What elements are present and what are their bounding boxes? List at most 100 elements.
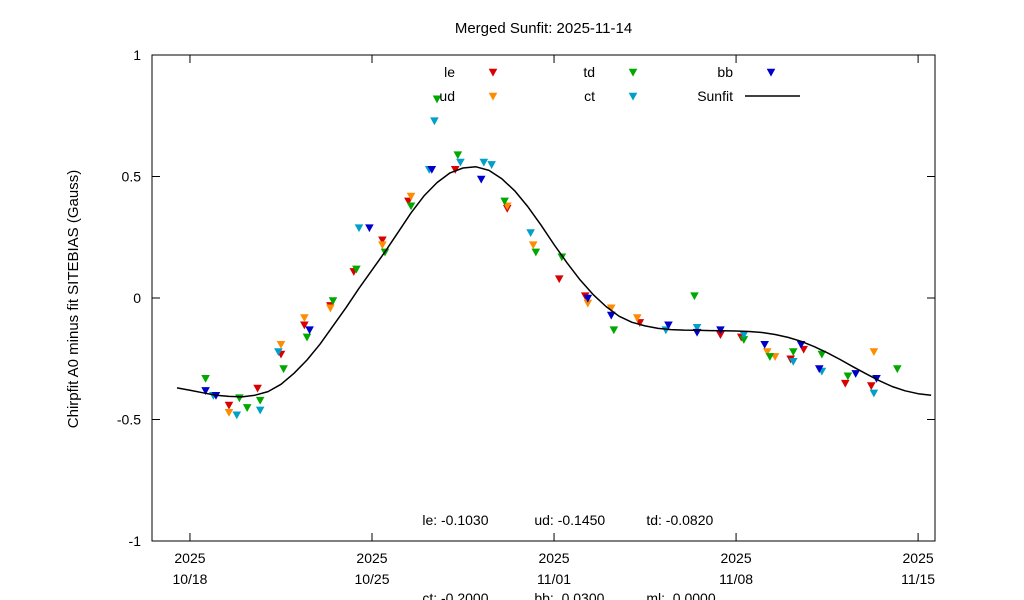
data-point-td <box>255 396 265 405</box>
data-point-ct <box>354 224 364 233</box>
data-point-ud <box>632 314 642 323</box>
data-point-ct <box>739 331 749 340</box>
legend-label-bb: bb <box>717 64 733 80</box>
data-point-ct <box>255 406 265 415</box>
x-tick-date: 11/15 <box>901 571 935 587</box>
x-tick-year: 2025 <box>903 550 934 566</box>
data-point-bb <box>201 387 210 395</box>
data-point-td <box>690 292 699 301</box>
data-point-le <box>866 382 876 391</box>
stat-td: td: -0.0820 <box>646 512 714 528</box>
x-tick-date: 10/25 <box>354 571 389 587</box>
data-point-td <box>843 372 853 381</box>
data-point-ud <box>378 241 387 250</box>
data-point-ud <box>762 348 772 357</box>
data-point-ct <box>692 323 702 332</box>
data-point-bb <box>476 175 486 184</box>
data-point-le <box>716 331 725 340</box>
x-tick-year: 2025 <box>356 550 387 566</box>
stat-le: le: -0.1030 <box>422 512 489 528</box>
data-point-le <box>253 384 262 393</box>
legend-marker-le <box>488 68 498 77</box>
data-point-bb <box>814 365 824 374</box>
data-point-bb <box>583 294 593 303</box>
data-point-td <box>242 404 252 412</box>
data-point-ud <box>406 192 416 201</box>
y-tick-label: -1 <box>129 533 142 549</box>
y-tick-label: 0 <box>133 290 141 306</box>
legend-marker-bb <box>766 68 776 77</box>
data-point-td <box>406 202 416 211</box>
stat-bb: bb: 0.0300 <box>534 590 605 600</box>
data-point-ct <box>869 389 879 398</box>
plot-frame <box>151 54 936 542</box>
data-point-td <box>235 394 244 403</box>
data-point-ct <box>232 411 242 420</box>
data-point-td <box>531 248 541 257</box>
x-tick-date: 10/18 <box>172 571 207 587</box>
legend-marker-td <box>628 68 638 77</box>
data-point-ud <box>606 304 616 313</box>
data-point-td <box>201 374 210 383</box>
data-point-ud <box>583 299 593 308</box>
data-point-le <box>300 321 309 330</box>
sunfit-curve <box>176 166 932 398</box>
y-tick-label: -0.5 <box>117 412 141 428</box>
data-point-bb <box>851 370 860 378</box>
legend-marker-ud <box>488 92 498 101</box>
data-point-ct <box>788 357 798 366</box>
x-tick-year: 2025 <box>720 550 751 566</box>
data-point-td <box>788 348 798 357</box>
x-tick-year: 2025 <box>538 550 569 566</box>
data-point-td <box>302 333 312 342</box>
data-point-bb <box>305 326 314 335</box>
data-point-ct <box>430 117 439 126</box>
data-point-bb <box>427 166 437 174</box>
legend-label-le: le <box>444 64 455 80</box>
data-point-ud <box>276 340 286 349</box>
data-point-td <box>817 350 827 359</box>
data-point-ct <box>456 158 465 167</box>
data-point-le <box>450 166 460 174</box>
data-point-ct <box>526 229 535 237</box>
data-point-le <box>554 275 564 284</box>
x-tick-date: 11/08 <box>719 571 753 587</box>
data-point-ud <box>224 409 234 417</box>
stat-ud: ud: -0.1450 <box>534 512 606 528</box>
fit-stats-row-1: le: -0.1030 ud: -0.1450 td: -0.0820 <box>399 481 758 559</box>
data-point-td <box>892 365 902 374</box>
data-point-ct <box>274 348 283 357</box>
data-point-td <box>765 353 775 361</box>
data-point-td <box>453 151 463 160</box>
chart-title: Merged Sunfit: 2025-11-14 <box>454 20 633 37</box>
x-tick-date: 11/01 <box>537 571 571 587</box>
data-point-ud <box>869 348 879 357</box>
legend-marker-ct <box>628 92 638 101</box>
data-point-td <box>739 336 749 344</box>
y-tick-label: 0.5 <box>122 169 142 185</box>
data-point-td <box>352 265 361 274</box>
data-point-bb <box>664 321 673 330</box>
legend-label-Sunfit: Sunfit <box>697 88 733 104</box>
data-point-le <box>224 401 234 410</box>
legend-label-ct: ct <box>584 88 595 104</box>
stat-ml: ml: 0.0000 <box>646 590 716 600</box>
data-point-bb <box>760 340 769 349</box>
data-point-td <box>432 95 442 104</box>
data-point-ct <box>487 161 496 169</box>
data-point-bb <box>606 311 616 320</box>
x-tick-year: 2025 <box>174 550 205 566</box>
fit-stats-row-2: ct: -0.2000 bb: 0.0300 ml: 0.0000 <box>399 559 758 600</box>
data-point-le <box>378 236 387 245</box>
data-point-td <box>328 297 338 306</box>
data-point-td <box>279 365 288 374</box>
legend-label-td: td <box>583 64 595 80</box>
data-point-td <box>500 197 509 206</box>
data-point-ud <box>300 314 309 323</box>
data-point-td <box>557 253 567 262</box>
data-point-ud <box>528 241 538 250</box>
data-point-td <box>609 326 619 335</box>
stat-ct: ct: -0.2000 <box>422 590 489 600</box>
